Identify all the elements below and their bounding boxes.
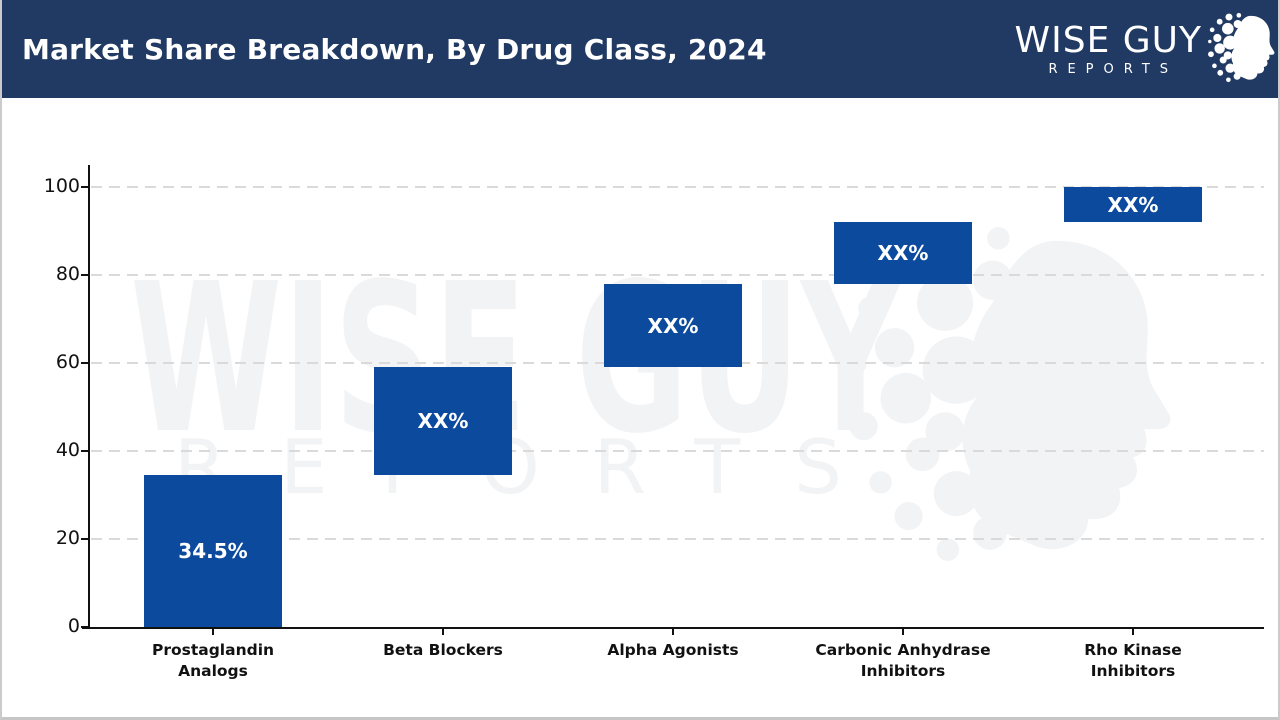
y-tick-label-60: 60 (55, 351, 80, 373)
bar-Beta Blockers: XX% (374, 367, 512, 476)
x-tick-0 (212, 629, 214, 635)
logo-text: WISE GUY REPORTS (1014, 19, 1203, 77)
x-category-label-3: Carbonic Anhydrase Inhibitors (815, 641, 991, 681)
x-axis-line (82, 627, 1264, 629)
gridline-80 (91, 274, 1264, 276)
y-tick-60 (81, 362, 89, 364)
y-tick-20 (81, 538, 89, 540)
x-tick-2 (672, 629, 674, 635)
bar-label-Alpha Agonists: XX% (647, 313, 699, 338)
x-category-label-2: Alpha Agonists (607, 641, 739, 659)
wise-guy-logo: WISE GUY REPORTS (1015, 11, 1277, 87)
gridline-40 (91, 450, 1264, 452)
x-tick-4 (1132, 629, 1134, 635)
x-tick-1 (442, 629, 444, 635)
y-tick-100 (81, 186, 89, 188)
logo-wordmark: WISE GUY (1014, 19, 1202, 61)
y-tick-label-40: 40 (55, 439, 80, 461)
x-tick-3 (902, 629, 904, 635)
bar-Prostaglandin Analogs: 34.5% (144, 475, 282, 627)
y-tick-40 (81, 450, 89, 452)
bar-label-Beta Blockers: XX% (417, 409, 469, 434)
y-tick-label-0: 0 (67, 615, 80, 637)
y-tick-label-20: 20 (55, 527, 80, 549)
x-category-label-4: Rho Kinase Inhibitors (1084, 641, 1182, 681)
header-bar: Market Share Breakdown, By Drug Class, 2… (2, 0, 1278, 98)
bar-label-Prostaglandin Analogs: 34.5% (178, 539, 248, 564)
bar-Carbonic Anhydrase Inhibitors: XX% (834, 222, 972, 284)
y-tick-80 (81, 274, 89, 276)
bar-Rho Kinase Inhibitors: XX% (1064, 187, 1202, 223)
bar-label-Carbonic Anhydrase Inhibitors: XX% (877, 240, 929, 265)
watermark-wordmark: WISE GUY (130, 239, 901, 479)
x-category-label-1: Beta Blockers (383, 641, 503, 659)
page-title: Market Share Breakdown, By Drug Class, 2… (22, 32, 767, 66)
y-tick-label-100: 100 (43, 175, 80, 197)
bar-label-Rho Kinase Inhibitors: XX% (1107, 192, 1159, 217)
bar-Alpha Agonists: XX% (604, 283, 742, 368)
watermark-subtitle: REPORTS (174, 423, 896, 511)
logo-subtitle: REPORTS (1048, 61, 1179, 77)
y-axis-line (88, 165, 90, 629)
gridline-100 (91, 186, 1264, 188)
gridline-20 (91, 538, 1264, 540)
x-category-label-0: Prostaglandin Analogs (151, 641, 275, 681)
y-tick-label-80: 80 (55, 263, 80, 285)
